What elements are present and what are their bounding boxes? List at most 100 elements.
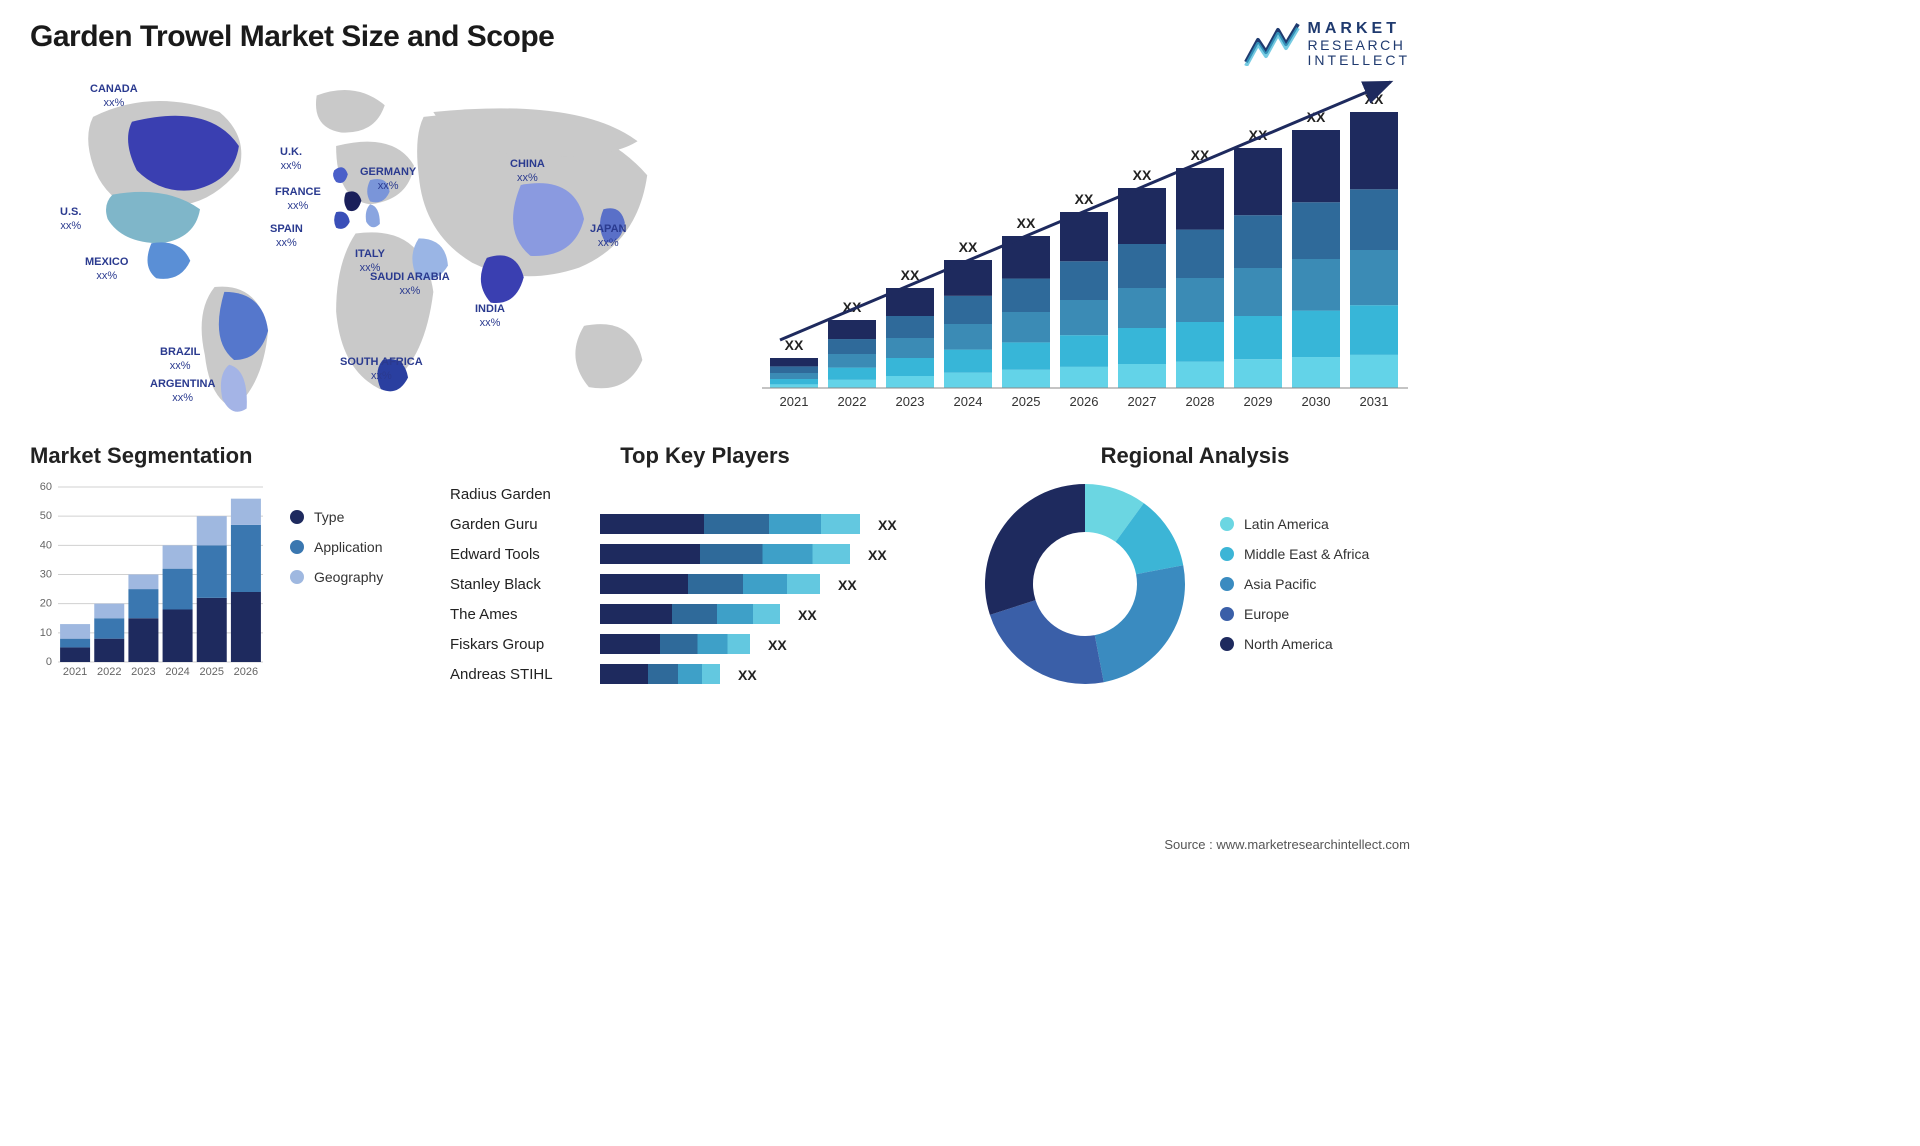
svg-text:2021: 2021 — [63, 666, 87, 678]
legend-label: Europe — [1244, 606, 1289, 622]
legend-item: Latin America — [1220, 516, 1369, 532]
svg-text:2027: 2027 — [1128, 394, 1157, 409]
svg-text:XX: XX — [1017, 215, 1036, 231]
svg-text:XX: XX — [1075, 191, 1094, 207]
legend-dot-icon — [1220, 517, 1234, 531]
legend-dot-icon — [1220, 607, 1234, 621]
svg-text:50: 50 — [40, 511, 52, 523]
svg-text:60: 60 — [40, 481, 52, 493]
donut-chart — [980, 479, 1190, 689]
svg-text:XX: XX — [798, 607, 817, 623]
svg-text:XX: XX — [959, 239, 978, 255]
svg-text:2025: 2025 — [200, 666, 224, 678]
map-label: CHINAxx% — [510, 158, 545, 184]
brand-logo: MARKET RESEARCH INTELLECT — [1244, 20, 1410, 68]
svg-text:2023: 2023 — [896, 394, 925, 409]
segmentation-chart: 0 10 20 30 40 50 60 2021 2022 2023 2024 2025 2026 — [30, 479, 270, 689]
svg-text:2024: 2024 — [954, 394, 983, 409]
svg-text:XX: XX — [785, 337, 804, 353]
legend-item: Asia Pacific — [1220, 576, 1369, 592]
legend-label: Application — [314, 539, 383, 555]
players-chart: XX XX XX XX XX XX — [600, 479, 960, 689]
svg-text:20: 20 — [40, 598, 52, 610]
svg-text:XX: XX — [1365, 91, 1384, 107]
svg-text:2030: 2030 — [1302, 394, 1331, 409]
map-label: U.S.xx% — [60, 206, 81, 232]
legend-item: Application — [290, 539, 383, 555]
svg-text:2022: 2022 — [97, 666, 121, 678]
svg-text:2028: 2028 — [1186, 394, 1215, 409]
player-name: Andreas STIHL — [450, 659, 600, 689]
svg-text:2026: 2026 — [234, 666, 258, 678]
legend-label: North America — [1244, 636, 1333, 652]
svg-text:XX: XX — [868, 547, 887, 563]
svg-text:XX: XX — [838, 577, 857, 593]
legend-dot-icon — [1220, 637, 1234, 651]
map-label: SAUDI ARABIAxx% — [370, 271, 450, 297]
players-labels: Radius GardenGarden GuruEdward ToolsStan… — [450, 479, 600, 694]
players-panel: Top Key Players Radius GardenGarden Guru… — [450, 443, 960, 694]
svg-text:2023: 2023 — [131, 666, 155, 678]
svg-text:40: 40 — [40, 540, 52, 552]
segmentation-legend: Type Application Geography — [290, 479, 383, 689]
legend-dot-icon — [290, 510, 304, 524]
svg-text:2024: 2024 — [165, 666, 189, 678]
svg-text:XX: XX — [878, 517, 897, 533]
legend-item: Middle East & Africa — [1220, 546, 1369, 562]
legend-label: Geography — [314, 569, 383, 585]
svg-text:10: 10 — [40, 627, 52, 639]
segmentation-title: Market Segmentation — [30, 443, 430, 469]
legend-item: Europe — [1220, 606, 1369, 622]
legend-dot-icon — [290, 540, 304, 554]
map-label: BRAZILxx% — [160, 346, 200, 372]
map-label: ARGENTINAxx% — [150, 378, 215, 404]
svg-text:0: 0 — [46, 656, 52, 668]
legend-dot-icon — [290, 570, 304, 584]
player-name: Radius Garden — [450, 479, 600, 509]
svg-text:2031: 2031 — [1360, 394, 1389, 409]
map-label: JAPANxx% — [590, 223, 626, 249]
svg-text:XX: XX — [738, 667, 757, 683]
page-title: Garden Trowel Market Size and Scope — [30, 20, 554, 54]
legend-item: Type — [290, 509, 383, 525]
world-map-panel: CANADAxx%U.S.xx%MEXICOxx%BRAZILxx%ARGENT… — [30, 78, 720, 428]
regional-panel: Regional Analysis Latin America Middle Ea… — [980, 443, 1410, 694]
player-name: Edward Tools — [450, 539, 600, 569]
player-name: The Ames — [450, 599, 600, 629]
legend-item: Geography — [290, 569, 383, 585]
svg-text:2021: 2021 — [780, 394, 809, 409]
map-label: U.K.xx% — [280, 146, 302, 172]
regional-title: Regional Analysis — [980, 443, 1410, 469]
svg-text:2029: 2029 — [1244, 394, 1273, 409]
map-label: SOUTH AFRICAxx% — [340, 356, 423, 382]
legend-label: Asia Pacific — [1244, 576, 1316, 592]
svg-text:30: 30 — [40, 569, 52, 581]
players-title: Top Key Players — [450, 443, 960, 469]
player-name: Fiskars Group — [450, 629, 600, 659]
logo-line-2: RESEARCH — [1308, 38, 1410, 53]
map-label: INDIAxx% — [475, 303, 505, 329]
svg-text:XX: XX — [768, 637, 787, 653]
legend-label: Latin America — [1244, 516, 1329, 532]
legend-dot-icon — [1220, 577, 1234, 591]
map-label: SPAINxx% — [270, 223, 303, 249]
svg-text:2022: 2022 — [838, 394, 867, 409]
legend-label: Middle East & Africa — [1244, 546, 1369, 562]
logo-line-1: MARKET — [1308, 20, 1410, 38]
svg-text:XX: XX — [1133, 167, 1152, 183]
logo-line-3: INTELLECT — [1308, 53, 1410, 68]
logo-icon — [1244, 22, 1300, 66]
map-label: GERMANYxx% — [360, 166, 416, 192]
legend-label: Type — [314, 509, 344, 525]
map-label: MEXICOxx% — [85, 256, 128, 282]
player-name: Stanley Black — [450, 569, 600, 599]
legend-dot-icon — [1220, 547, 1234, 561]
player-name: Garden Guru — [450, 509, 600, 539]
legend-item: North America — [1220, 636, 1369, 652]
main-bar-chart: XX2021XX2022XX2023XX2024XX2025XX2026XX20… — [750, 78, 1410, 418]
segmentation-panel: Market Segmentation 0 10 20 30 40 50 60 2021 202… — [30, 443, 430, 694]
source-text: Source : www.marketresearchintellect.com — [1164, 837, 1410, 852]
map-label: FRANCExx% — [275, 186, 321, 212]
regional-legend: Latin America Middle East & Africa Asia Pa… — [1220, 516, 1369, 652]
svg-text:2025: 2025 — [1012, 394, 1041, 409]
